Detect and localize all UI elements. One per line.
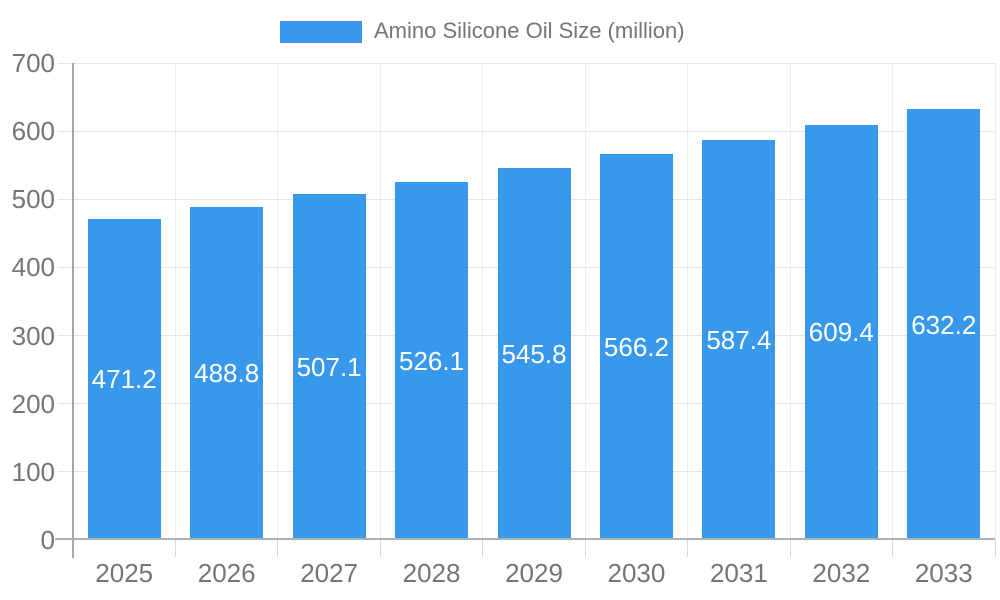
y-gridline (58, 62, 995, 64)
bar (702, 139, 776, 540)
bar (907, 109, 981, 540)
bar-value-label: 471.2 (91, 364, 157, 395)
x-gridline (789, 63, 791, 540)
bar-value-label: 632.2 (911, 309, 977, 340)
x-axis-tick-mark (174, 540, 176, 557)
x-axis-tick-mark (789, 540, 791, 557)
x-axis-tick-label: 2029 (505, 558, 563, 588)
bar-value-label: 526.1 (399, 345, 465, 376)
x-axis-tick-mark (687, 540, 689, 557)
chart-legend: Amino Silicone Oil Size (million) (280, 18, 685, 44)
bar-value-label: 507.1 (296, 352, 362, 383)
x-axis-tick-mark (994, 540, 996, 557)
y-axis-tick-label: 600 (11, 116, 55, 147)
x-axis-tick-label: 2030 (607, 558, 666, 588)
x-gridline (482, 63, 484, 540)
bar (87, 218, 161, 540)
x-gridline (687, 63, 689, 540)
legend-swatch-icon (280, 21, 362, 43)
x-axis-tick-mark (277, 540, 279, 557)
x-axis-tick-label: 2031 (709, 558, 768, 588)
y-axis-tick-label: 400 (11, 252, 55, 283)
bar-value-label: 545.8 (501, 339, 567, 370)
x-axis-tick-label: 2025 (95, 558, 154, 588)
bar (395, 181, 469, 540)
bar-value-label: 566.2 (603, 332, 669, 363)
x-axis-tick-label: 2027 (300, 558, 359, 588)
legend-label: Amino Silicone Oil Size (million) (374, 18, 685, 43)
x-axis-tick-mark (584, 540, 586, 557)
x-gridline (584, 63, 586, 540)
x-gridline (174, 63, 176, 540)
x-axis-tick-label: 2032 (812, 558, 871, 588)
y-axis-line (72, 63, 74, 558)
bar (190, 206, 264, 540)
x-axis-line (55, 538, 995, 540)
x-gridline (994, 63, 996, 540)
bar (804, 124, 878, 540)
bar-value-label: 587.4 (706, 324, 772, 355)
y-axis-tick-label: 300 (11, 320, 55, 351)
y-axis-tick-label: 0 (40, 525, 55, 555)
y-axis-tick-label: 500 (11, 184, 55, 215)
x-axis-tick-mark (379, 540, 381, 557)
x-gridline (277, 63, 279, 540)
bar-value-label: 609.4 (808, 317, 874, 348)
y-gridline (58, 130, 995, 132)
bar (497, 168, 571, 540)
x-axis-tick-label: 2033 (914, 558, 973, 588)
y-axis-tick-label: 200 (11, 388, 55, 419)
x-axis-tick-label: 2026 (197, 558, 256, 588)
x-axis-tick-mark (892, 540, 894, 557)
bar-value-label: 488.8 (194, 358, 260, 389)
x-axis-tick-mark (482, 540, 484, 557)
y-axis-tick-label: 100 (11, 456, 55, 487)
x-gridline (379, 63, 381, 540)
x-gridline (892, 63, 894, 540)
y-axis-tick-label: 700 (11, 48, 55, 78)
bar (292, 194, 366, 540)
bar (599, 154, 673, 540)
x-axis-tick-label: 2028 (402, 558, 461, 588)
